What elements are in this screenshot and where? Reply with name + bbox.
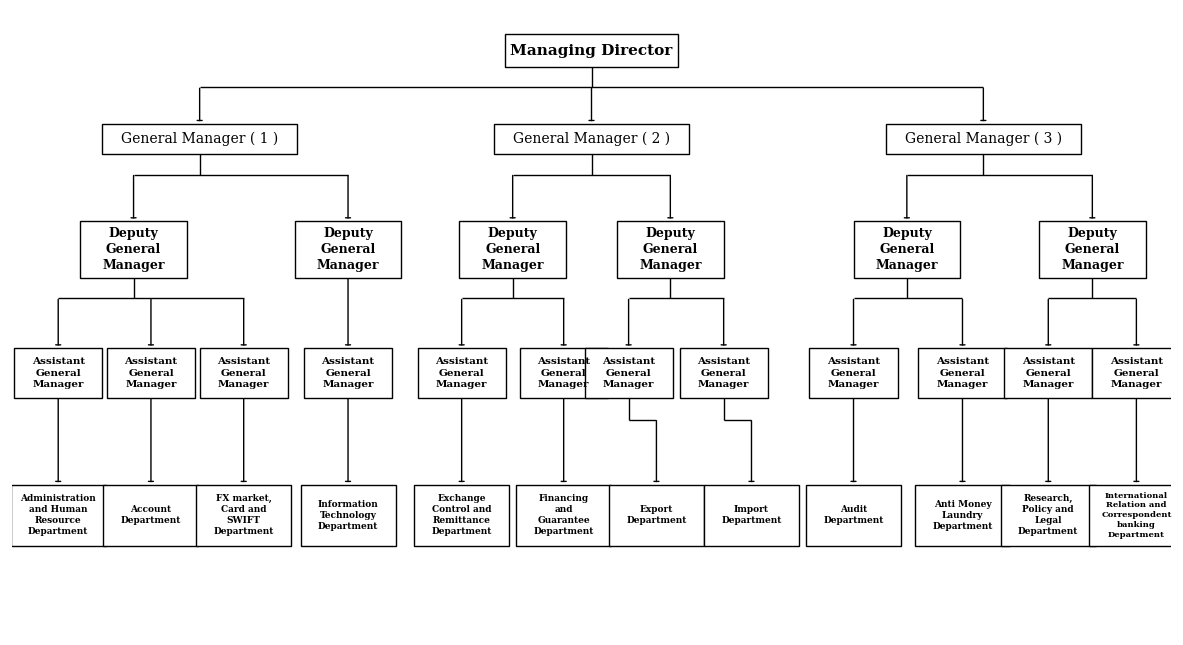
Bar [886, 124, 1081, 154]
Text: Assistant
General
Manager: Assistant General Manager [602, 357, 655, 389]
Text: Assistant
General
Manager: Assistant General Manager [1022, 357, 1075, 389]
Text: Assistant
General
Manager: Assistant General Manager [322, 357, 375, 389]
Bar [1092, 348, 1181, 398]
Text: Audit
Department: Audit Department [823, 505, 884, 525]
Text: International
Relation and
Correspondent
banking
Department: International Relation and Correspondent… [1101, 491, 1171, 539]
Bar [80, 221, 187, 278]
Text: Deputy
General
Manager: Deputy General Manager [875, 227, 938, 272]
Text: FX market,
Card and
SWIFT
Department: FX market, Card and SWIFT Department [213, 494, 274, 537]
Text: Deputy
General
Manager: Deputy General Manager [317, 227, 380, 272]
Text: General Manager ( 2 ): General Manager ( 2 ) [513, 132, 670, 146]
Text: Account
Department: Account Department [121, 505, 181, 525]
Text: Deputy
General
Manager: Deputy General Manager [639, 227, 702, 272]
Bar [704, 485, 799, 546]
Bar [200, 348, 287, 398]
Text: Import
Department: Import Department [722, 505, 782, 525]
Text: Assistant
General
Manager: Assistant General Manager [124, 357, 177, 389]
Bar [494, 124, 689, 154]
Bar [304, 348, 392, 398]
Bar [14, 348, 102, 398]
Text: Assistant
General
Manager: Assistant General Manager [218, 357, 270, 389]
Bar [584, 348, 673, 398]
Text: Deputy
General
Manager: Deputy General Manager [481, 227, 544, 272]
Text: General Manager ( 1 ): General Manager ( 1 ) [121, 132, 278, 146]
Text: Deputy
General
Manager: Deputy General Manager [1061, 227, 1124, 272]
Bar [418, 348, 505, 398]
Bar [609, 485, 704, 546]
Text: Information
Technology
Department: Information Technology Department [318, 500, 379, 531]
Text: Assistant
General
Manager: Assistant General Manager [435, 357, 489, 389]
Text: Financing
and
Guarantee
Department: Financing and Guarantee Department [534, 494, 594, 537]
Bar [1039, 221, 1145, 278]
Bar [295, 221, 401, 278]
Text: Anti Money
Laundry
Department: Anti Money Laundry Department [932, 500, 993, 531]
Text: Assistant
General
Manager: Assistant General Manager [936, 357, 989, 389]
Bar [1001, 485, 1095, 546]
Bar [618, 221, 724, 278]
Text: Assistant
General
Manager: Assistant General Manager [827, 357, 880, 389]
Bar [103, 485, 199, 546]
Bar [516, 485, 612, 546]
Bar [300, 485, 395, 546]
Text: Assistant
General
Manager: Assistant General Manager [1110, 357, 1163, 389]
Bar [914, 485, 1010, 546]
Bar [1088, 485, 1183, 546]
Bar [1004, 348, 1092, 398]
Bar [519, 348, 608, 398]
Text: Assistant
General
Manager: Assistant General Manager [537, 357, 590, 389]
Bar [806, 485, 901, 546]
Text: Export
Department: Export Department [626, 505, 686, 525]
Bar [414, 485, 509, 546]
Bar [504, 34, 679, 67]
Bar [853, 221, 961, 278]
Bar [679, 348, 768, 398]
Bar [11, 485, 105, 546]
Text: Managing Director: Managing Director [510, 44, 673, 57]
Text: Administration
and Human
Resource
Department: Administration and Human Resource Depart… [20, 494, 96, 537]
Bar [102, 124, 297, 154]
Bar [809, 348, 898, 398]
Bar [459, 221, 565, 278]
Text: Exchange
Control and
Remittance
Department: Exchange Control and Remittance Departme… [432, 494, 492, 537]
Bar [918, 348, 1007, 398]
Text: Research,
Policy and
Legal
Department: Research, Policy and Legal Department [1019, 494, 1079, 537]
Text: General Manager ( 3 ): General Manager ( 3 ) [905, 132, 1062, 146]
Text: Assistant
General
Manager: Assistant General Manager [697, 357, 750, 389]
Bar [196, 485, 291, 546]
Bar [106, 348, 195, 398]
Text: Assistant
General
Manager: Assistant General Manager [32, 357, 85, 389]
Text: Deputy
General
Manager: Deputy General Manager [102, 227, 164, 272]
